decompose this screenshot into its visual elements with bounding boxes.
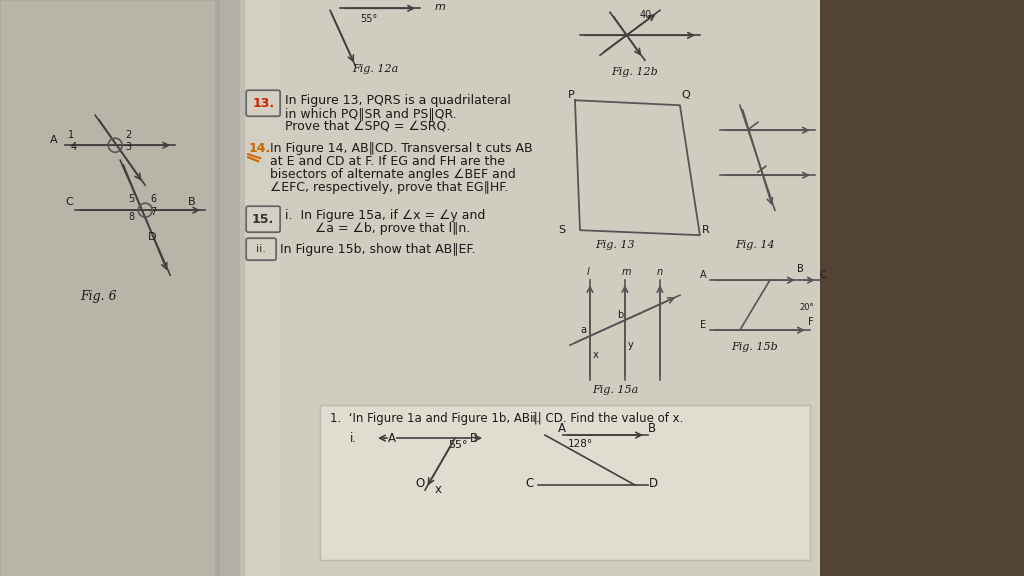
Text: Fig. 15b: Fig. 15b [731, 342, 778, 352]
Text: ii.: ii. [530, 412, 541, 425]
Text: l: l [587, 267, 590, 277]
Text: 13.: 13. [252, 97, 274, 110]
Text: at E and CD at F. If EG and FH are the: at E and CD at F. If EG and FH are the [270, 155, 505, 168]
Text: D: D [649, 476, 658, 490]
Text: A: A [699, 270, 707, 280]
Text: 55°: 55° [449, 440, 468, 450]
Text: E: E [699, 320, 706, 330]
Text: 5: 5 [128, 194, 134, 204]
Text: A: A [558, 422, 566, 434]
Text: 15.: 15. [252, 213, 274, 226]
Text: B: B [470, 431, 478, 445]
Text: 128°: 128° [568, 439, 593, 449]
Text: A: A [388, 431, 396, 445]
Text: F: F [808, 317, 813, 327]
Polygon shape [220, 1, 820, 576]
Text: Fig. 13: Fig. 13 [595, 240, 635, 250]
Text: Fig. 12b: Fig. 12b [611, 67, 658, 77]
Text: 4: 4 [71, 142, 77, 152]
Text: ∠a = ∠b, prove that l∥n.: ∠a = ∠b, prove that l∥n. [295, 222, 470, 234]
Polygon shape [241, 1, 281, 576]
FancyBboxPatch shape [321, 405, 810, 560]
Text: in which PQ∥SR and PS∥QR.: in which PQ∥SR and PS∥QR. [285, 107, 457, 120]
Text: D: D [148, 232, 157, 242]
Text: m: m [435, 2, 445, 12]
Text: 14.: 14. [248, 142, 270, 155]
Text: 40: 40 [640, 10, 652, 20]
Text: i.  In Figure 15a, if ∠x = ∠y and: i. In Figure 15a, if ∠x = ∠y and [285, 209, 485, 222]
Text: bisectors of alternate angles ∠BEF and: bisectors of alternate angles ∠BEF and [270, 168, 516, 181]
Text: b: b [616, 310, 624, 320]
Polygon shape [215, 1, 245, 576]
Text: In Figure 14, AB∥CD. Transversal t cuts AB: In Figure 14, AB∥CD. Transversal t cuts … [270, 142, 532, 155]
Text: n: n [657, 267, 664, 277]
Text: O: O [415, 477, 424, 490]
Text: S: S [558, 225, 565, 235]
Text: x: x [593, 350, 599, 360]
Text: x: x [435, 483, 442, 496]
Text: 2: 2 [125, 130, 131, 140]
Text: 20°: 20° [800, 303, 814, 312]
Text: y: y [628, 340, 634, 350]
Text: C: C [66, 197, 73, 207]
Text: i.: i. [350, 431, 357, 445]
Text: In Figure 15b, show that AB∥EF.: In Figure 15b, show that AB∥EF. [281, 242, 475, 256]
Text: P: P [568, 90, 574, 100]
Text: 7: 7 [151, 207, 157, 217]
Text: ii.: ii. [256, 244, 266, 254]
Text: B: B [188, 197, 196, 207]
Text: Fig. 12a: Fig. 12a [352, 65, 398, 74]
Text: B: B [648, 422, 656, 434]
Text: Prove that ∠SPQ = ∠SRQ.: Prove that ∠SPQ = ∠SRQ. [285, 120, 451, 132]
Text: 55°: 55° [360, 14, 377, 24]
Polygon shape [820, 1, 1024, 576]
Text: 8: 8 [128, 212, 134, 222]
Text: Fig. 15a: Fig. 15a [592, 385, 638, 395]
Text: 1: 1 [69, 130, 75, 140]
Text: 1.  ‘In Figure 1a and Figure 1b, AB || CD. Find the value of x.: 1. ‘In Figure 1a and Figure 1b, AB || CD… [330, 412, 683, 425]
Text: C: C [820, 270, 826, 280]
Text: R: R [701, 225, 710, 235]
Polygon shape [0, 1, 241, 576]
Text: A: A [50, 135, 58, 145]
Text: B: B [797, 264, 804, 274]
Text: Fig. 6: Fig. 6 [80, 290, 117, 303]
Text: C: C [525, 476, 534, 490]
Text: Fig. 14: Fig. 14 [735, 240, 775, 250]
Text: 6: 6 [151, 194, 157, 204]
Text: In Figure 13, PQRS is a quadrilateral: In Figure 13, PQRS is a quadrilateral [285, 94, 511, 107]
Text: 3: 3 [125, 142, 131, 152]
Text: m: m [622, 267, 632, 277]
Text: ∠EFC, respectively, prove that EG∥HF.: ∠EFC, respectively, prove that EG∥HF. [270, 181, 509, 194]
Text: Q: Q [681, 90, 689, 100]
Text: a: a [580, 325, 586, 335]
